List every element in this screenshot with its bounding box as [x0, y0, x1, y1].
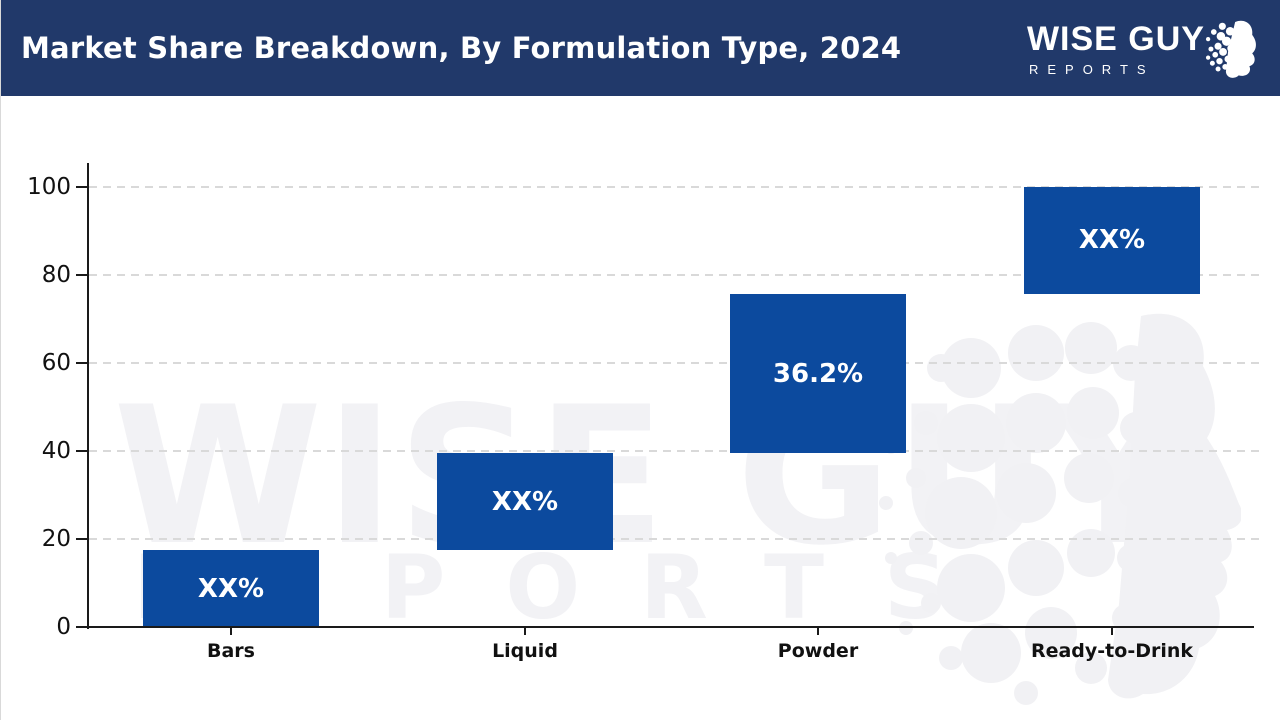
bar-value-label: XX%: [491, 486, 559, 517]
brand-text: WISE GUY REPORTS: [1027, 20, 1205, 77]
x-axis-line: [86, 625, 1254, 629]
gridline: [89, 274, 1259, 276]
brand-logo: WISE GUY REPORTS: [1027, 10, 1265, 86]
brand-name: WISE GUY: [1026, 19, 1205, 58]
x-axis-tick: [816, 628, 820, 635]
bar-value-label: 36.2%: [772, 358, 864, 389]
gridline: [89, 538, 1259, 540]
y-axis-tick: [76, 273, 87, 277]
bar-ready-to-drink: XX%: [1024, 187, 1200, 294]
bar-liquid: XX%: [437, 453, 613, 550]
gridline: [89, 362, 1259, 364]
gridline: [89, 450, 1259, 452]
x-axis-tick: [1110, 628, 1114, 635]
x-category-label: Liquid: [492, 640, 558, 662]
y-axis-tick: [76, 625, 87, 629]
x-category-label: Bars: [207, 640, 255, 662]
x-axis-tick: [523, 628, 527, 635]
bar-powder: 36.2%: [730, 293, 906, 454]
y-tick-label: 20: [41, 526, 71, 552]
gridline: [89, 186, 1259, 188]
y-tick-label: 100: [27, 174, 71, 200]
y-axis-tick: [76, 537, 87, 541]
x-category-label: Powder: [777, 640, 859, 662]
bar-value-label: XX%: [197, 573, 265, 604]
y-tick-label: 40: [41, 438, 71, 464]
y-tick-label: 0: [56, 614, 71, 640]
y-axis-tick: [76, 185, 87, 189]
bar-value-label: XX%: [1078, 225, 1146, 256]
y-tick-label: 60: [41, 350, 71, 376]
y-axis-tick: [76, 449, 87, 453]
brand-subtitle: REPORTS: [1028, 61, 1155, 77]
page-title: Market Share Breakdown, By Formulation T…: [21, 31, 902, 65]
x-category-label: Ready-to-Drink: [1030, 640, 1194, 662]
bar-bars: XX%: [143, 550, 319, 627]
x-axis-tick: [229, 628, 233, 635]
brand-face-icon: [1205, 20, 1256, 78]
y-axis-tick: [76, 361, 87, 365]
y-tick-label: 80: [41, 262, 71, 288]
header: Market Share Breakdown, By Formulation T…: [1, 0, 1280, 96]
y-axis-line: [86, 163, 89, 629]
